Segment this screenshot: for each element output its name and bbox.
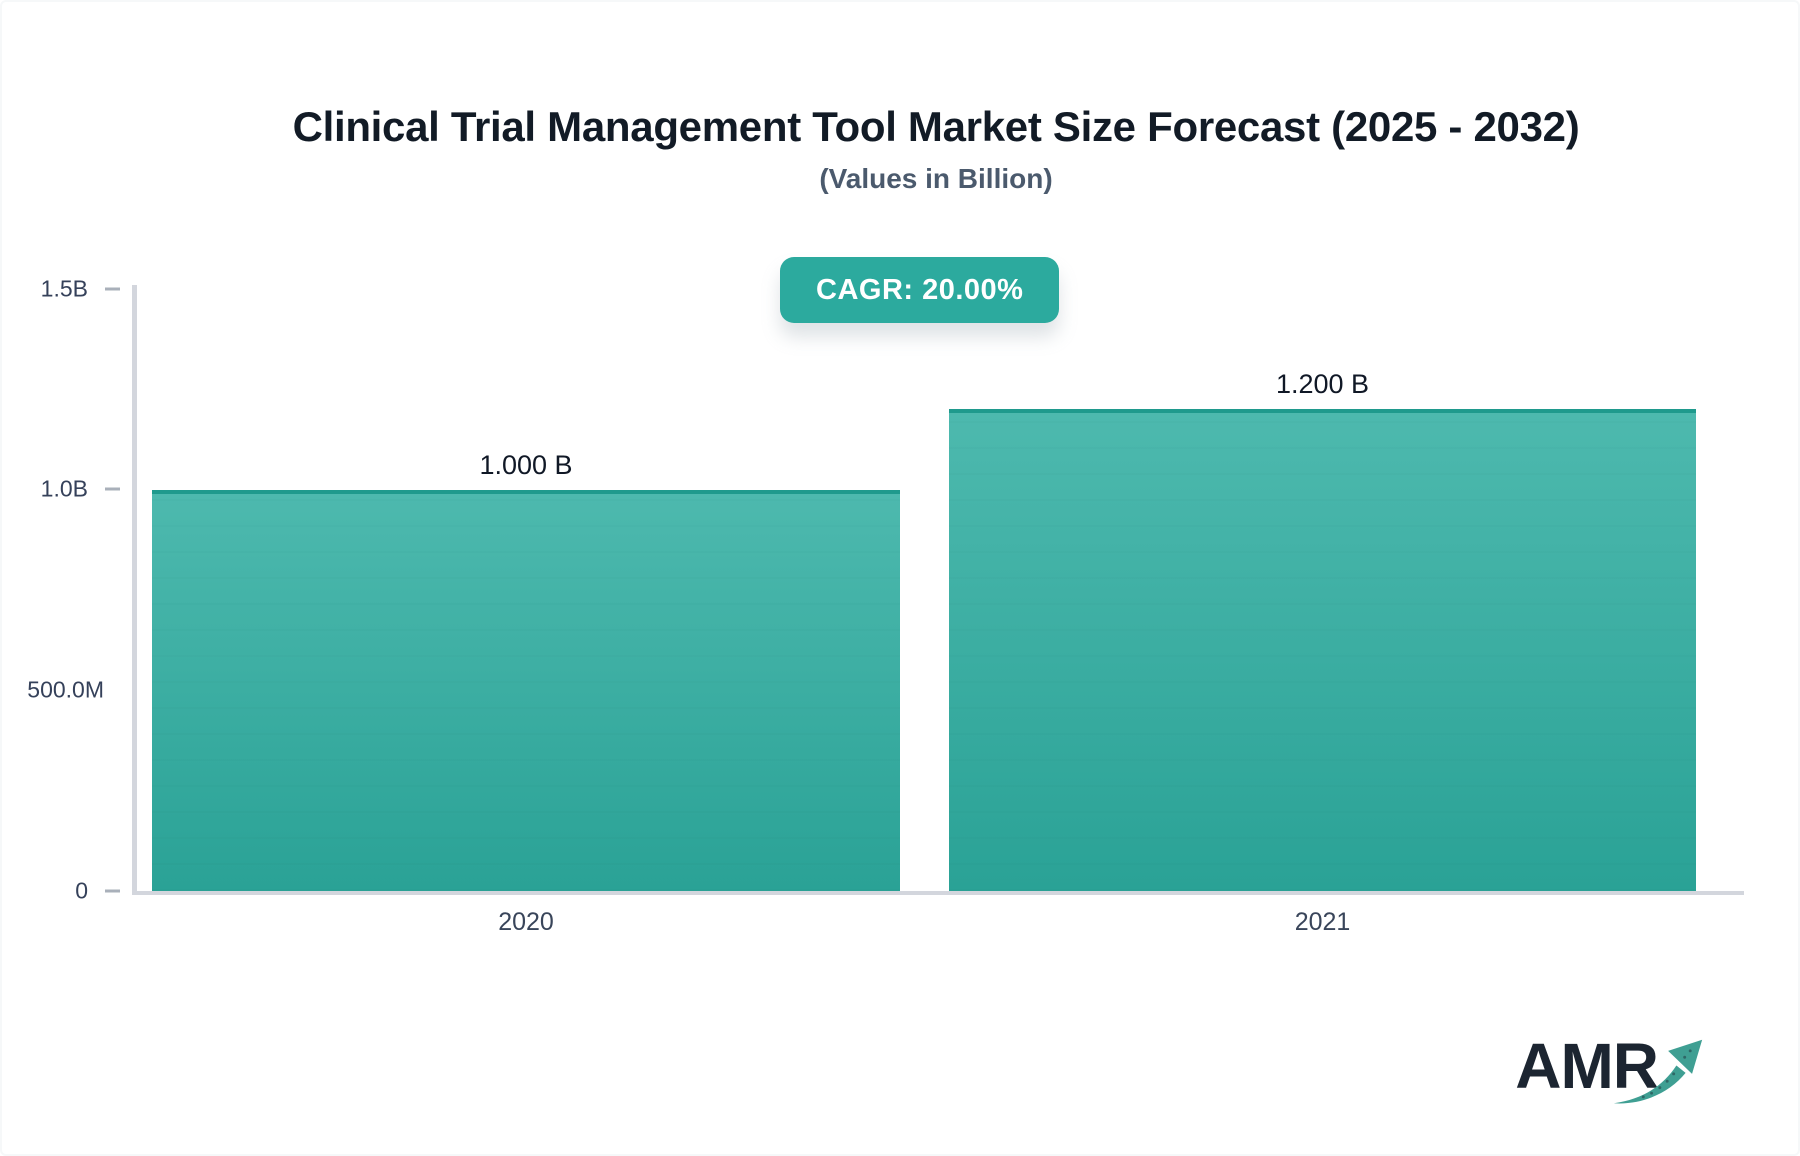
x-axis-line: [132, 891, 1744, 895]
bar-2020[interactable]: 1.000 B: [152, 450, 900, 891]
y-axis-tick: 500.0M: [2, 677, 120, 704]
y-axis-tick-label: 1.5B: [40, 275, 88, 302]
bar-column-2021: 1.200 B: [949, 289, 1696, 891]
bar-column-2020: 1.000 B: [152, 289, 900, 891]
y-axis-line: [132, 285, 137, 895]
tick-dash: [105, 889, 120, 893]
chart-subtitle: (Values in Billion): [819, 163, 1053, 194]
cagr-badge: CAGR: 20.00%: [780, 257, 1060, 323]
y-axis-tick-label: 500.0M: [27, 676, 104, 703]
amr-logo-text: AMR: [1515, 1030, 1659, 1102]
tick-dash: [105, 487, 120, 491]
bar-value-label: 1.200 B: [1275, 369, 1370, 400]
y-axis-tick-label: 0: [75, 877, 88, 904]
y-axis-tick: 1.0B: [2, 476, 120, 503]
bar-value-label: 1.000 B: [479, 449, 573, 480]
bar-2021[interactable]: 1.200 B: [949, 369, 1696, 891]
y-axis-tick: 1.5B: [2, 276, 120, 303]
x-axis-label-2020: 2020: [498, 908, 554, 936]
y-axis-tick: 0: [2, 878, 120, 905]
amr-logo: AMR: [1515, 1030, 1703, 1104]
x-axis-label-2021: 2021: [1294, 908, 1351, 936]
y-axis-tick-label: 1.0B: [40, 475, 88, 502]
plot-area: 1.000 B 1.200 B: [2, 289, 1798, 891]
growth-arrow-icon: [1613, 1039, 1703, 1104]
chart-title: Clinical Trial Management Tool Market Si…: [292, 103, 1580, 150]
tick-dash: [105, 287, 120, 291]
